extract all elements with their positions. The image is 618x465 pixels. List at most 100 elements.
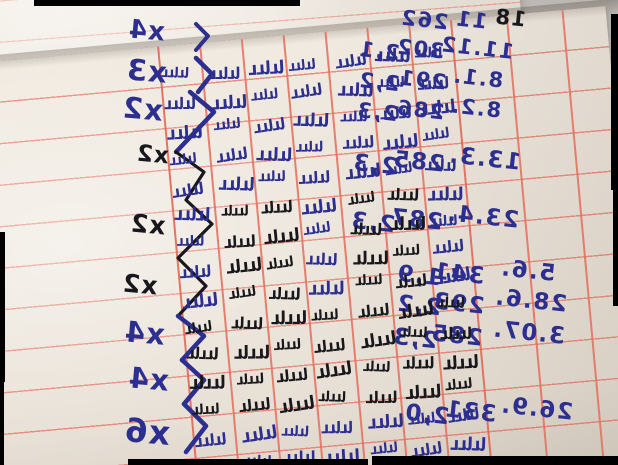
letterbox-bar-top [34,0,300,6]
tally-cell-mark: ևւև [190,372,226,394]
tally-cell-mark: ևւև [222,203,249,220]
tally-cell-mark: ևևւ [169,150,198,170]
tally-cell-mark: ևւև [278,392,317,419]
tally-cell-mark: ևւև [263,224,301,250]
tally-cell-mark: ևևւ [288,56,317,76]
tally-cell-mark: ևևւ [382,130,420,155]
tally-cell-mark: ևևւ [294,109,330,132]
tally-cell-mark: ևւև [315,357,354,384]
tally-cell-mark: ևևւ [415,45,443,62]
tally-cell-mark: ևւև [228,283,258,303]
tally-cell-mark: ևևւ [418,73,450,94]
tally-cell-mark: ևւև [351,219,383,240]
tally-cell-mark: ևևւ [209,63,241,84]
tally-cell-mark: ևւև [393,242,421,260]
tally-cell-mark: ևևւ [180,261,212,283]
tally-cell-mark: ևւև [360,327,398,354]
tally-cell-mark: ևւև [358,299,391,322]
tally-cell-mark: ևևւ [322,417,354,438]
tally-cell-mark: ևւև [237,371,265,389]
tally-cell-mark: ևւև [311,307,340,325]
tally-cell-mark: ևւև [354,248,390,270]
tally-cell-mark: ևւև [226,254,264,279]
letterbox-bar-bottom [128,459,368,465]
tally-cell-mark: ևևւ [422,125,451,145]
tally-cell-mark: ևւև [391,213,427,236]
tally-cell-mark: ևևւ [259,168,286,186]
tally-cell-mark: ևւև [272,307,308,330]
tally-cell-mark: ևւև [319,389,347,406]
tally-cell-mark: ևևւ [253,113,287,138]
tally-cell-mark: ևևւ [368,410,405,434]
tally-cell-mark: ևւև [235,342,271,364]
tally-cell-mark: ևևւ [343,132,375,153]
tally-cell-mark: ևւև [397,298,436,324]
tally-cell-mark: ևւև [232,313,264,334]
tally-cell-mark: ևևւ [165,93,197,114]
tally-cell-mark: ևւև [395,270,428,293]
tally-cell-mark: ևւև [314,334,347,357]
tally-cell-mark: ևւև [438,294,466,312]
tally-cell-mark: ևևւ [447,403,481,427]
tally-cell-mark: ևւև [406,381,443,405]
letterbox-bar-right [611,14,618,190]
tally-cell-mark: ևւև [224,231,257,253]
tally-cell-mark: ևւև [266,253,295,274]
tally-cell-mark: ևևւ [385,159,414,180]
tally-cell-mark: ևևւ [290,79,324,103]
tally-cell-mark: ևևւ [338,79,375,102]
tally-cell-mark: ևւև [388,184,420,205]
tally-cell-mark: ևևւ [432,235,465,258]
tally-cell-mark: ևևւ [216,143,250,167]
tally-cell-mark: ևևւ [182,289,220,314]
tally-cell-mark: ևևւ [299,167,331,189]
tally-cell-mark: ևևւ [303,219,332,239]
tally-cell-mark: ևևւ [419,96,457,121]
tally-cell-mark: ևւև [187,343,220,364]
tally-cell-mark: ևևւ [430,212,459,231]
tally-cell-mark: ևւև [355,271,384,290]
tally-cell-mark: ևևւ [306,249,339,270]
tally-cell-mark: ևւև [239,394,272,416]
tally-cell-mark: ևևւ [195,429,228,452]
tally-cell-mark: ևւև [269,283,302,304]
tally-mark-layer: ևևւ ևևւ ևևւ ևևւ ևևւ ևևւ ևևւ ևևւ ևևւ ևևւ ևևւ ևևւ ևևւ և… [0,6,618,465]
tally-cell-mark: ևևւ [172,178,206,202]
tally-cell-mark: ևւև [366,387,398,408]
tally-cell-mark: ևևւ [175,203,211,226]
tally-cell-mark: ևւև [363,358,391,376]
tally-cell-mark: ևւև [347,189,377,209]
tally-cell-mark: ևևւ [177,233,205,250]
tally-cell-mark: ևևւ [249,57,285,81]
tally-cell-mark: ևևւ [219,173,256,196]
tally-cell-mark: ևևւ [282,423,310,441]
tally-cell-mark: ևևւ [257,144,293,167]
tally-cell-mark: ևևւ [378,74,405,91]
margin-multiplier-1: x4 [126,14,167,48]
tally-cell-mark: ևւև [274,336,302,355]
tally-cell-mark: ևևւ [345,160,383,185]
tally-cell-mark: ևևւ [341,109,368,126]
tally-cell-mark: ևևւ [408,410,437,429]
letterbox-bar-right2 [613,188,618,306]
tally-cell-mark: ևևւ [162,64,190,82]
tally-cell-mark: ևևւ [451,433,487,456]
tally-cell-mark: ևւև [443,351,480,375]
tally-cell-mark: ևւև [261,196,294,218]
tally-cell-mark: ևևւ [296,139,324,156]
tally-cell-mark: ևևւ [251,86,280,105]
tally-cell-mark: ևևւ [428,184,464,206]
tally-cell-mark: ևևւ [241,421,279,448]
letterbox-bar-left2 [0,382,4,465]
tally-cell-mark: ևւև [400,324,428,342]
tally-cell-mark: ևւև [184,318,214,339]
tally-cell-mark: ևևւ [375,45,412,68]
tally-cell-mark: ևևւ [425,155,457,176]
letterbox-bar-left [0,232,5,382]
tally-cell-mark: ևւև [403,353,435,373]
tally-cell-mark: ևւև [276,364,310,387]
tally-cell-mark: ևևւ [434,263,473,290]
tally-cell-mark: ևևւ [213,115,242,135]
tally-cell-mark: ևևւ [335,49,369,73]
